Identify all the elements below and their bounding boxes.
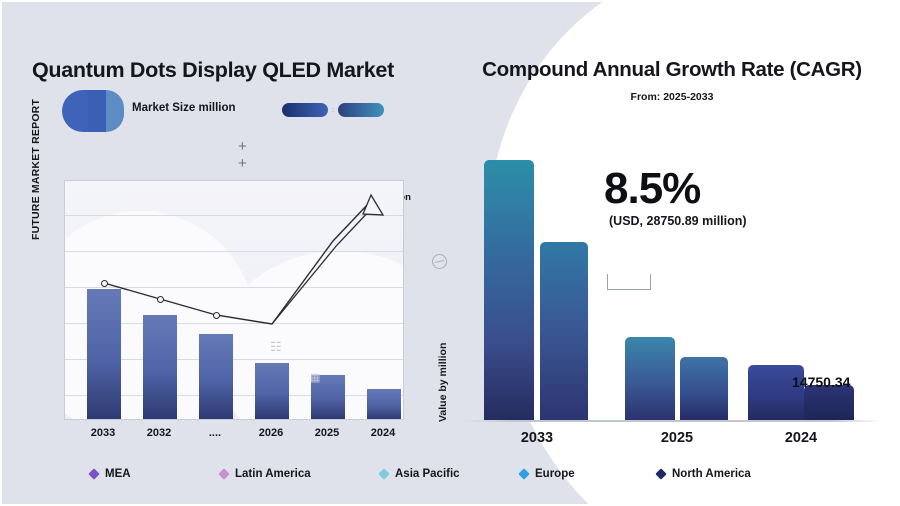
document-watermark-icon: ☷ [270,339,282,354]
bar-2032 [143,315,177,419]
bar-2025 [311,375,345,419]
x-label-2033: 2033 [90,427,116,439]
left-y-axis-label: FUTURE MARKET REPORT [30,98,42,240]
legend-item-asia-pacific[interactable]: Asia Pacific [378,468,460,480]
cagr-subtitle: From: 2025-2033 [630,91,714,103]
right-chart-baseline [462,420,882,422]
cagr-title: Compound Annual Growth Rate (CAGR) [482,58,862,81]
x-label-r-2033: 2033 [520,430,554,446]
line-marker-1 [101,280,108,287]
left-bar-group [65,181,403,419]
x-label-ellipsis: .... [208,427,222,439]
right-y-axis-label: Value by million [437,342,449,422]
legend-label: MEA [105,468,131,480]
no-entry-watermark-icon [432,254,447,269]
left-chart-plot-area: ☷ ▦ [64,180,404,420]
legend-diamond-icon [518,468,530,480]
bar-ellipsis [199,334,233,419]
line-marker-2 [157,296,164,303]
plus-mark-1: + [238,138,247,155]
bar-2024-a [748,365,804,420]
x-label-2025: 2025 [314,427,340,439]
legend-label: Latin America [235,468,311,480]
legend-diamond-icon [218,468,230,480]
bar-2033 [87,289,121,419]
bar-2025-b [680,357,728,420]
legend-label: Asia Pacific [395,468,460,480]
bar-2026 [255,363,289,419]
legend-label: North America [672,468,751,480]
left-x-axis-labels: 2033 2032 .... 2026 2025 2024 [64,427,404,445]
x-label-2026: 2026 [258,427,284,439]
region-legend: MEA Latin America Asia Pacific Europe No… [2,468,898,488]
legend-item-north-america[interactable]: North America [655,468,751,480]
bar-2024-b [804,385,854,420]
legend-diamond-icon [88,468,100,480]
bar-2033-a [484,160,534,420]
plus-mark-2: + [238,155,247,172]
gradient-pill-a [282,103,328,117]
bar-2033-b [540,242,588,420]
market-size-legend-label: Market Size million [132,102,236,114]
legend-diamond-icon [655,468,667,480]
x-label-2024: 2024 [370,427,396,439]
plus-marks-decoration: + + [238,138,247,172]
chart-watermark-icon: ▦ [310,372,321,384]
line-marker-3 [213,312,220,319]
pill-separator: : [332,106,334,114]
bracket-decoration [607,274,651,290]
legend-item-latin-america[interactable]: Latin America [218,468,311,480]
x-label-2032: 2032 [146,427,172,439]
x-label-r-2025: 2025 [660,430,694,446]
x-label-r-2024: 2024 [784,430,818,446]
left-trend-line [103,193,385,325]
page-title: Quantum Dots Display QLED Market [32,58,394,82]
right-bar-group [452,2,898,504]
venn-circles-icon [62,90,124,132]
gradient-pill-group: : [282,103,384,117]
legend-diamond-icon [378,468,390,480]
bar-2024 [367,389,401,419]
legend-item-europe[interactable]: Europe [518,468,575,480]
gradient-pill-b [337,103,384,117]
bar-2025-a [625,337,675,420]
legend-item-mea[interactable]: MEA [88,468,131,480]
legend-label: Europe [535,468,575,480]
cagr-value: 8.5% [604,164,701,213]
right-x-axis-labels: 2033 2025 2024 [452,430,898,452]
right-panel: Compound Annual Growth Rate (CAGR) From:… [437,2,898,504]
cagr-currency-note: (USD, 28750.89 million) [609,214,747,228]
right-value-label: 14750.34 [792,374,851,390]
left-panel: Quantum Dots Display QLED Market Market … [2,2,452,504]
